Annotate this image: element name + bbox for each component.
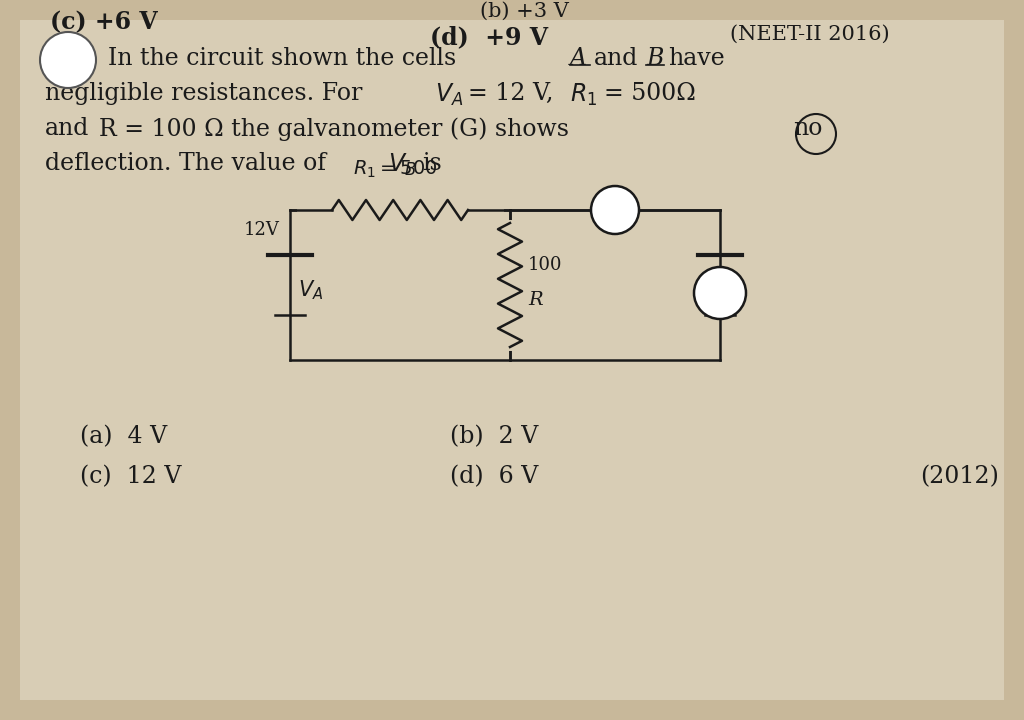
Text: B: B [646,47,664,70]
Circle shape [40,32,96,88]
Text: $R_1 = 500$: $R_1 = 500$ [352,158,437,180]
Text: In the circuit shown the cells: In the circuit shown the cells [108,47,457,70]
Text: R: R [528,291,543,309]
Text: $V_B$: $V_B$ [388,152,417,179]
Text: is: is [422,152,441,175]
Text: $V_B$: $V_B$ [709,283,731,303]
Text: (b) +3 V: (b) +3 V [480,2,569,21]
Text: 94: 94 [53,50,83,70]
Text: (b)  2 V: (b) 2 V [450,425,539,448]
Text: negligible resistances. For: negligible resistances. For [45,82,362,105]
Text: R = 100 Ω the galvanometer (G) shows: R = 100 Ω the galvanometer (G) shows [99,117,569,140]
Text: (NEET-II 2016): (NEET-II 2016) [730,25,890,44]
Text: (c) +6 V: (c) +6 V [50,10,158,34]
Text: = 500Ω: = 500Ω [604,82,696,105]
Text: 12V: 12V [244,221,280,239]
Circle shape [591,186,639,234]
Text: no: no [793,117,822,140]
Text: $V_A$: $V_A$ [298,278,324,302]
Circle shape [694,267,746,319]
Text: (d)  +9 V: (d) +9 V [430,25,548,49]
Text: (d)  6 V: (d) 6 V [450,465,539,488]
Text: (a)  4 V: (a) 4 V [80,425,167,448]
Text: have: have [668,47,725,70]
Text: and: and [594,47,638,70]
Text: A: A [570,47,587,70]
Text: = 12 V,: = 12 V, [468,82,554,105]
Text: $V_A$: $V_A$ [435,82,463,108]
Text: and: and [45,117,89,140]
Text: $R_1$: $R_1$ [570,82,597,108]
Text: deflection. The value of: deflection. The value of [45,152,326,175]
Text: G: G [608,201,623,219]
Text: (2012): (2012) [920,465,998,488]
Text: 100: 100 [528,256,562,274]
Text: (c)  12 V: (c) 12 V [80,465,181,488]
